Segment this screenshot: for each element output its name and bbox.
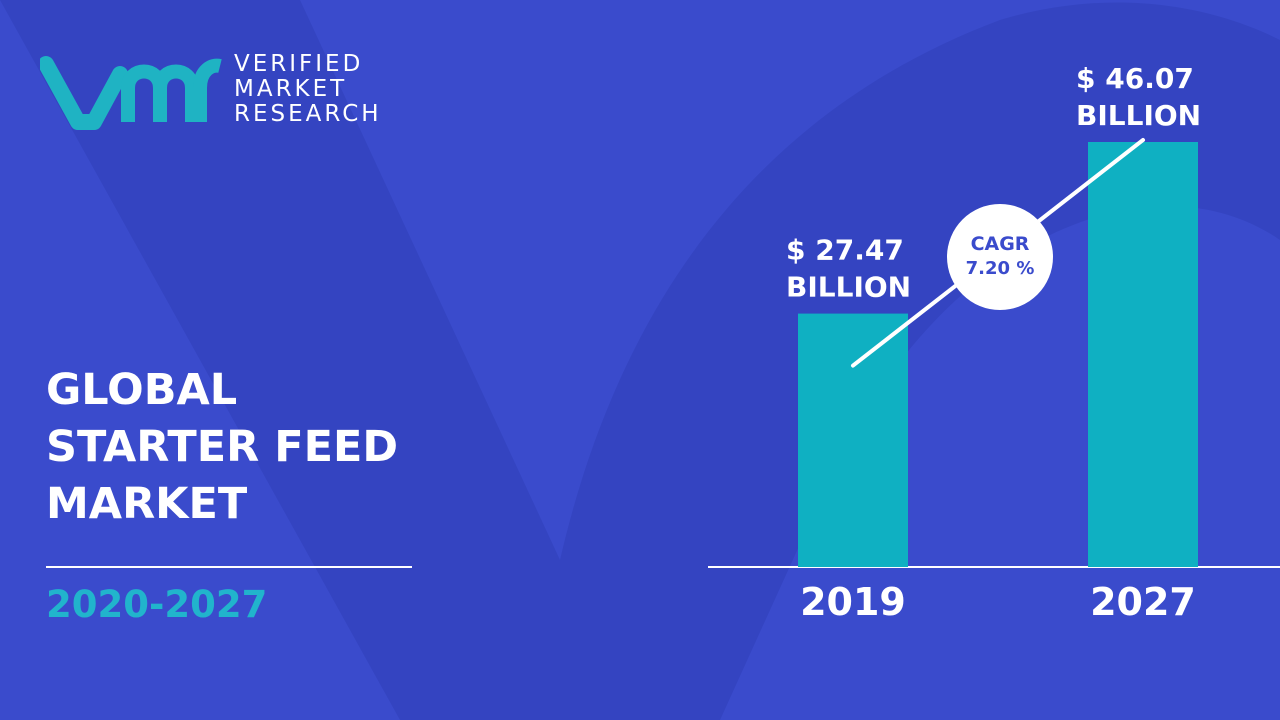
cagr-value: 7.20 % <box>966 258 1035 279</box>
forecast-period: 2020-2027 <box>46 583 268 626</box>
data-label-2019-line-2: BILLION <box>786 271 911 304</box>
brand-line-1: VERIFIED <box>234 50 364 77</box>
data-label-2019-line-1: $ 27.47 <box>786 234 904 267</box>
page-title: GLOBAL STARTER FEED MARKET <box>46 362 398 533</box>
brand-name: VERIFIED MARKET RESEARCH <box>234 50 382 127</box>
title-line-1: GLOBAL <box>46 365 238 415</box>
data-label-2027-line-1: $ 46.07 <box>1076 62 1194 95</box>
title-line-2: STARTER FEED <box>46 422 399 472</box>
title-line-3: MARKET <box>46 479 248 529</box>
brand-line-2: MARKET <box>234 75 348 102</box>
data-label-2027-line-2: BILLION <box>1076 99 1201 132</box>
x-tick-label-2027: 2027 <box>1090 580 1196 624</box>
x-tick-label-2019: 2019 <box>800 580 906 624</box>
cagr-label: CAGR <box>971 233 1030 255</box>
bar-2019 <box>798 313 908 567</box>
cagr-badge <box>947 204 1053 310</box>
vmr-logo-icon <box>40 56 222 130</box>
title-divider <box>46 566 412 568</box>
brand-logo: VERIFIED MARKET RESEARCH <box>40 48 382 130</box>
brand-line-3: RESEARCH <box>234 100 382 127</box>
bar-2027 <box>1088 142 1198 567</box>
